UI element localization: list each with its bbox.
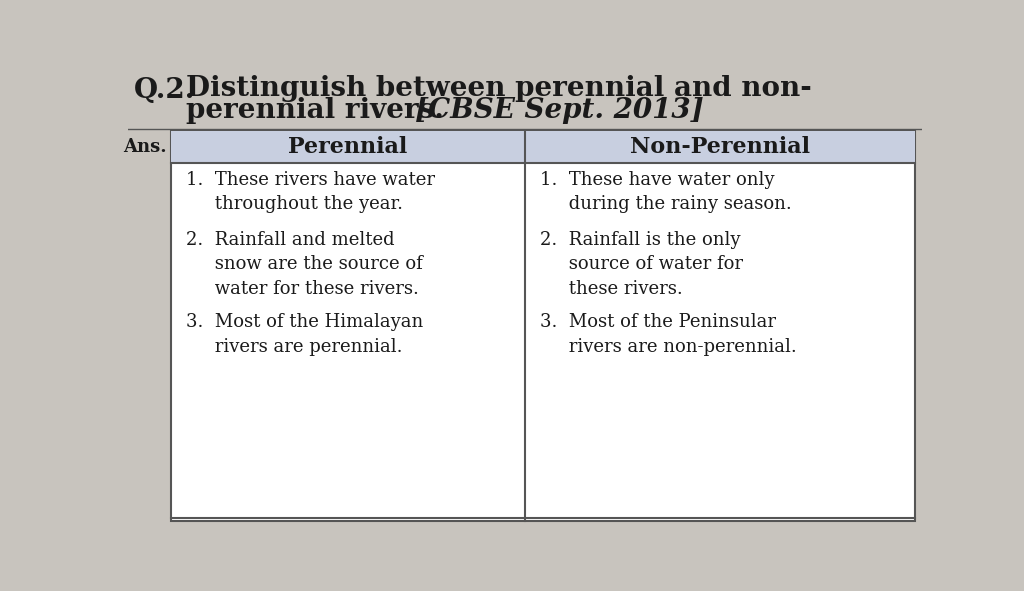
Bar xyxy=(171,131,914,163)
Text: Non-Perennial: Non-Perennial xyxy=(630,136,810,158)
Bar xyxy=(171,131,914,521)
Text: Ans.: Ans. xyxy=(123,138,167,156)
Text: [CBSE Sept. 2013]: [CBSE Sept. 2013] xyxy=(415,97,703,124)
Text: 3.  Most of the Peninsular
     rivers are non-perennial.: 3. Most of the Peninsular rivers are non… xyxy=(541,313,797,356)
Text: Distinguish between perennial and non-: Distinguish between perennial and non- xyxy=(186,75,812,102)
Text: 1.  These have water only
     during the rainy season.: 1. These have water only during the rain… xyxy=(541,171,792,213)
Text: 2.  Rainfall is the only
     source of water for
     these rivers.: 2. Rainfall is the only source of water … xyxy=(541,231,743,298)
Text: 3.  Most of the Himalayan
     rivers are perennial.: 3. Most of the Himalayan rivers are pere… xyxy=(186,313,423,356)
Text: 1.  These rivers have water
     throughout the year.: 1. These rivers have water throughout th… xyxy=(186,171,435,213)
Text: Perennial: Perennial xyxy=(288,136,408,158)
Text: perennial rivers.: perennial rivers. xyxy=(186,97,444,124)
Text: 2.  Rainfall and melted
     snow are the source of
     water for these rivers.: 2. Rainfall and melted snow are the sour… xyxy=(186,231,423,298)
Text: Q.2.: Q.2. xyxy=(134,77,196,104)
